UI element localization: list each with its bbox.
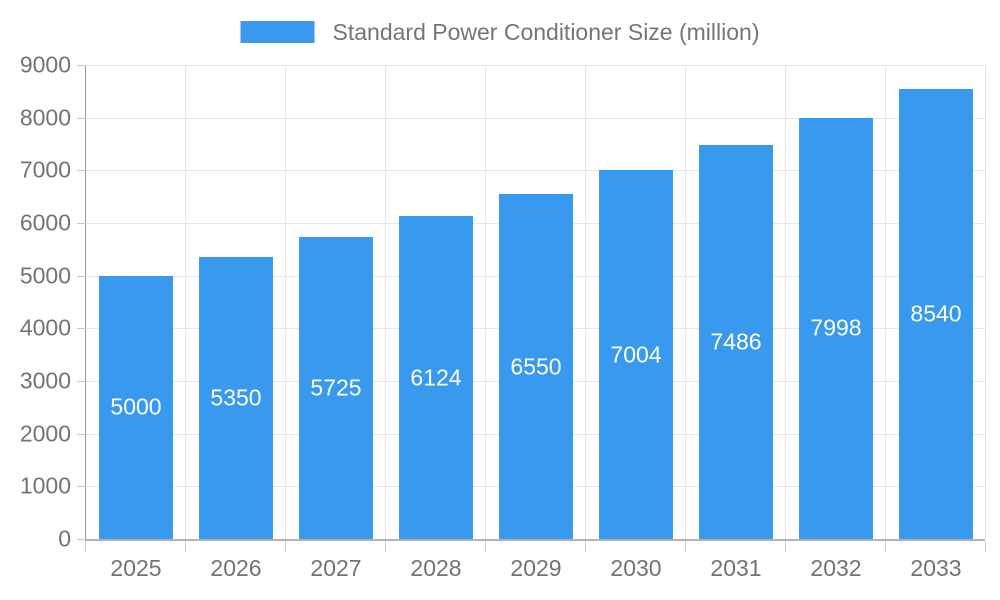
x-axis-tick [285, 541, 286, 552]
x-gridline [785, 65, 786, 539]
x-axis-label: 2027 [310, 555, 362, 581]
x-axis-label: 2032 [810, 555, 862, 581]
x-axis-label: 2029 [510, 555, 562, 581]
x-gridline [985, 65, 986, 539]
bar-2026[interactable]: 5350 [199, 257, 273, 539]
bar-value-label: 6550 [510, 353, 562, 380]
x-axis-tick [85, 541, 86, 552]
bar-2027[interactable]: 5725 [299, 237, 373, 539]
x-axis-tick [485, 541, 486, 552]
x-axis-tick [885, 541, 886, 552]
y-axis-label: 2000 [19, 420, 71, 447]
legend-swatch [240, 21, 315, 43]
bar-2032[interactable]: 7998 [799, 117, 873, 539]
y-axis-label: 6000 [19, 209, 71, 236]
y-axis-tick [77, 170, 86, 172]
x-axis-label: 2026 [210, 555, 262, 581]
x-axis-label: 2030 [610, 555, 662, 581]
x-axis-tick [385, 541, 386, 552]
bar-value-label: 7486 [710, 328, 762, 355]
bar-2030[interactable]: 7004 [599, 170, 673, 539]
x-axis-label: 2028 [410, 555, 462, 581]
y-axis-label: 8000 [19, 104, 71, 131]
bar-value-label: 8540 [910, 300, 962, 327]
y-axis-label: 1000 [19, 472, 71, 499]
bar-2031[interactable]: 7486 [699, 144, 773, 539]
y-axis-tick [77, 539, 86, 540]
y-gridline [86, 117, 985, 119]
y-axis-label: 9000 [19, 51, 71, 78]
y-gridline [86, 65, 985, 66]
legend[interactable]: Standard Power Conditioner Size (million… [240, 14, 760, 50]
x-gridline [885, 65, 886, 539]
x-gridline [585, 65, 586, 539]
bar-value-label: 7998 [810, 314, 862, 341]
x-gridline [685, 65, 686, 539]
x-gridline [285, 65, 286, 539]
bar-value-label: 7004 [610, 341, 662, 368]
x-axis-label: 2031 [710, 555, 762, 581]
y-axis-tick [77, 381, 86, 383]
x-axis-label: 2033 [910, 555, 962, 581]
y-axis-tick [77, 275, 86, 277]
x-axis-label: 2025 [110, 555, 162, 581]
x-gridline [485, 65, 486, 539]
bar-value-label: 6124 [410, 364, 462, 391]
y-axis-tick [77, 486, 86, 488]
legend-label: Standard Power Conditioner Size (million… [332, 18, 760, 45]
y-axis-tick [77, 223, 86, 225]
y-axis-label: 5000 [19, 262, 71, 289]
y-axis-tick [77, 65, 86, 66]
bar-value-label: 5350 [210, 384, 262, 411]
y-axis-tick [77, 433, 86, 435]
bar-value-label: 5725 [310, 374, 362, 401]
x-gridline [385, 65, 386, 539]
x-axis-tick [185, 541, 186, 552]
y-axis-label: 0 [58, 525, 71, 552]
x-gridline [185, 65, 186, 539]
x-axis-tick [685, 541, 686, 552]
y-axis-tick [77, 328, 86, 330]
y-axis-tick [77, 117, 86, 119]
y-axis-label: 4000 [19, 314, 71, 341]
y-axis-label: 3000 [19, 367, 71, 394]
x-axis-tick [585, 541, 586, 552]
plot-area: 0 1000 2000 3000 4000 5000 6000 7000 8000 9000 202… [20, 52, 986, 581]
x-axis-tick [785, 541, 786, 552]
y-gridline [86, 170, 985, 172]
bar-2033[interactable]: 8540 [899, 89, 973, 539]
y-axis-label: 7000 [19, 156, 71, 183]
bar-2025[interactable]: 5000 [99, 275, 173, 539]
bar-value-label: 5000 [110, 393, 162, 420]
x-axis-tick [985, 541, 986, 552]
bar-2028[interactable]: 6124 [399, 216, 473, 539]
bar-2029[interactable]: 6550 [499, 194, 573, 539]
